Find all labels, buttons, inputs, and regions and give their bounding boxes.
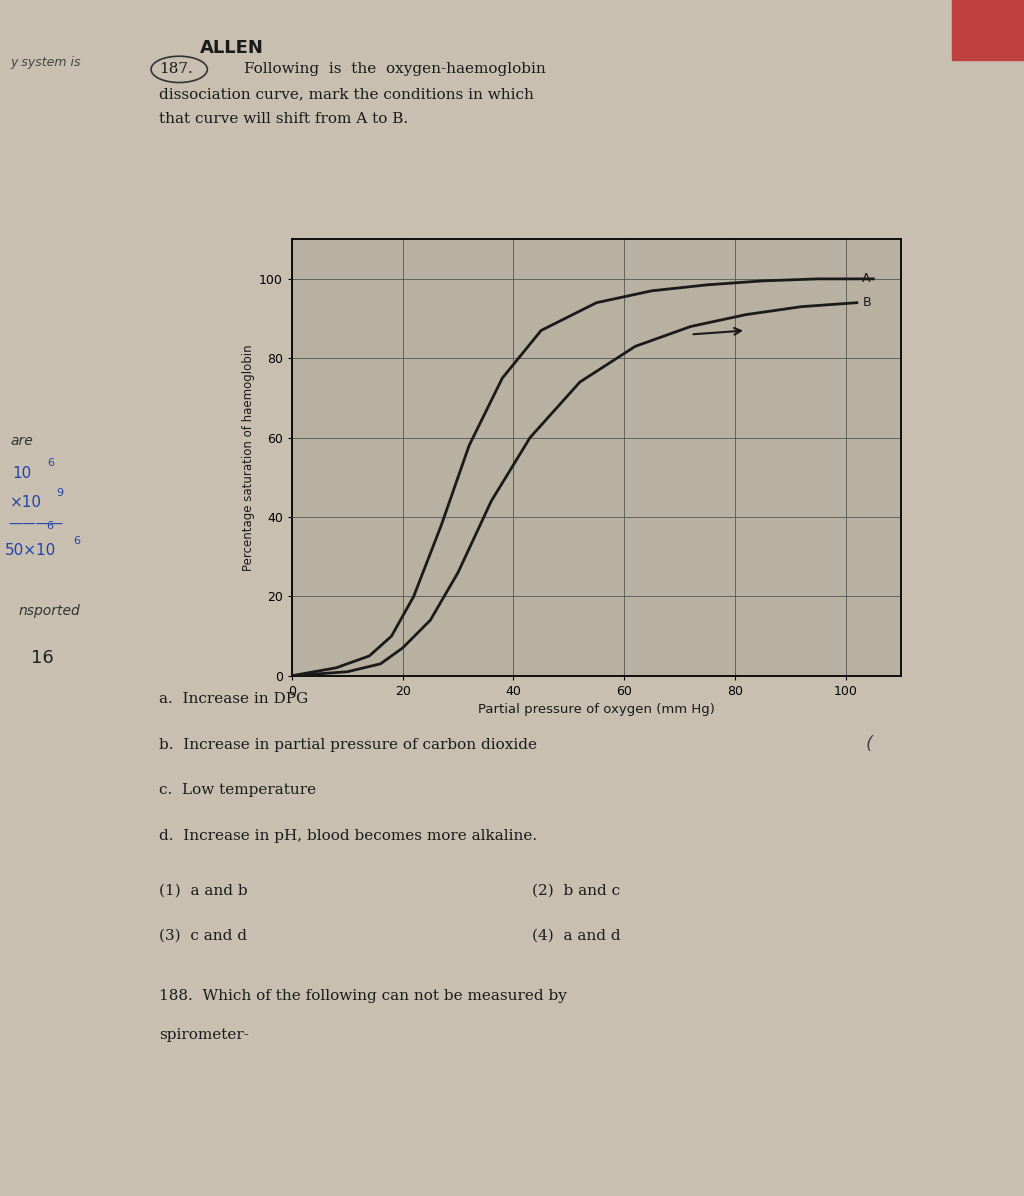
Text: b.  Increase in partial pressure of carbon dioxide: b. Increase in partial pressure of carbo… (159, 738, 537, 752)
X-axis label: Partial pressure of oxygen (mm Hg): Partial pressure of oxygen (mm Hg) (478, 703, 715, 716)
Text: 16: 16 (31, 648, 53, 666)
Text: 50×10: 50×10 (5, 543, 56, 559)
Text: y system is: y system is (10, 56, 81, 69)
Text: spirometer-: spirometer- (159, 1029, 249, 1043)
Text: (4)  a and d: (4) a and d (532, 929, 622, 944)
Text: 188.  Which of the following can not be measured by: 188. Which of the following can not be m… (159, 989, 566, 1003)
Text: 6: 6 (46, 520, 53, 531)
Text: 9: 9 (56, 488, 63, 499)
Text: 10: 10 (12, 466, 32, 482)
Text: 187.: 187. (159, 62, 193, 77)
Text: 6: 6 (47, 458, 54, 469)
Text: Following  is  the  oxygen-haemoglobin: Following is the oxygen-haemoglobin (244, 62, 546, 77)
Text: dissociation curve, mark the conditions in which: dissociation curve, mark the conditions … (159, 87, 534, 102)
Text: B: B (862, 297, 871, 310)
Y-axis label: Percentage saturation of haemoglobin: Percentage saturation of haemoglobin (242, 344, 255, 570)
Text: nsported: nsported (18, 604, 80, 618)
Text: (1)  a and b: (1) a and b (159, 884, 248, 898)
Text: ————: ———— (8, 518, 63, 532)
Text: (: ( (865, 734, 872, 752)
Text: c.  Low temperature: c. Low temperature (159, 783, 315, 798)
Text: ×10: ×10 (10, 495, 42, 511)
Text: A: A (862, 273, 870, 286)
Text: ALLEN: ALLEN (200, 38, 263, 56)
Text: (2)  b and c: (2) b and c (532, 884, 621, 898)
Text: a.  Increase in DPG: a. Increase in DPG (159, 692, 308, 707)
Text: d.  Increase in pH, blood becomes more alkaline.: d. Increase in pH, blood becomes more al… (159, 829, 537, 843)
Text: (3)  c and d: (3) c and d (159, 929, 247, 944)
Text: are: are (10, 434, 33, 448)
Text: that curve will shift from A to B.: that curve will shift from A to B. (159, 112, 408, 127)
Text: 6: 6 (74, 536, 81, 547)
